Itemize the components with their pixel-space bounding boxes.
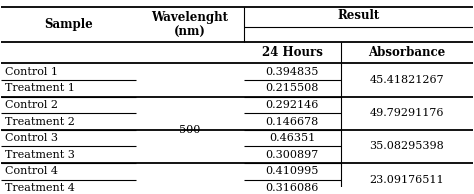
Text: 49.79291176: 49.79291176 (369, 108, 444, 118)
Text: Treatment 4: Treatment 4 (5, 183, 75, 193)
Text: Control 4: Control 4 (5, 166, 58, 176)
Text: 23.09176511: 23.09176511 (369, 175, 444, 184)
Text: Treatment 2: Treatment 2 (5, 117, 75, 126)
Text: Wavelenght
(nm): Wavelenght (nm) (151, 10, 228, 39)
Text: 500: 500 (179, 125, 201, 135)
Text: 45.41821267: 45.41821267 (369, 75, 444, 85)
Text: Control 2: Control 2 (5, 100, 58, 110)
Text: Treatment 3: Treatment 3 (5, 150, 75, 160)
Text: 0.300897: 0.300897 (266, 150, 319, 160)
Text: Absorbance: Absorbance (368, 46, 445, 59)
Text: 0.292146: 0.292146 (266, 100, 319, 110)
Text: Result: Result (337, 9, 380, 22)
Text: 0.316086: 0.316086 (266, 183, 319, 193)
Text: 35.08295398: 35.08295398 (369, 141, 444, 151)
Text: Sample: Sample (44, 18, 93, 31)
Text: 0.394835: 0.394835 (266, 67, 319, 77)
Text: Control 3: Control 3 (5, 133, 58, 143)
Text: 0.146678: 0.146678 (266, 117, 319, 126)
Text: Treatment 1: Treatment 1 (5, 83, 75, 93)
Text: 24 Hours: 24 Hours (262, 46, 323, 59)
Text: Control 1: Control 1 (5, 67, 58, 77)
Text: 0.46351: 0.46351 (269, 133, 316, 143)
Text: 0.215508: 0.215508 (266, 83, 319, 93)
Text: 0.410995: 0.410995 (266, 166, 319, 176)
